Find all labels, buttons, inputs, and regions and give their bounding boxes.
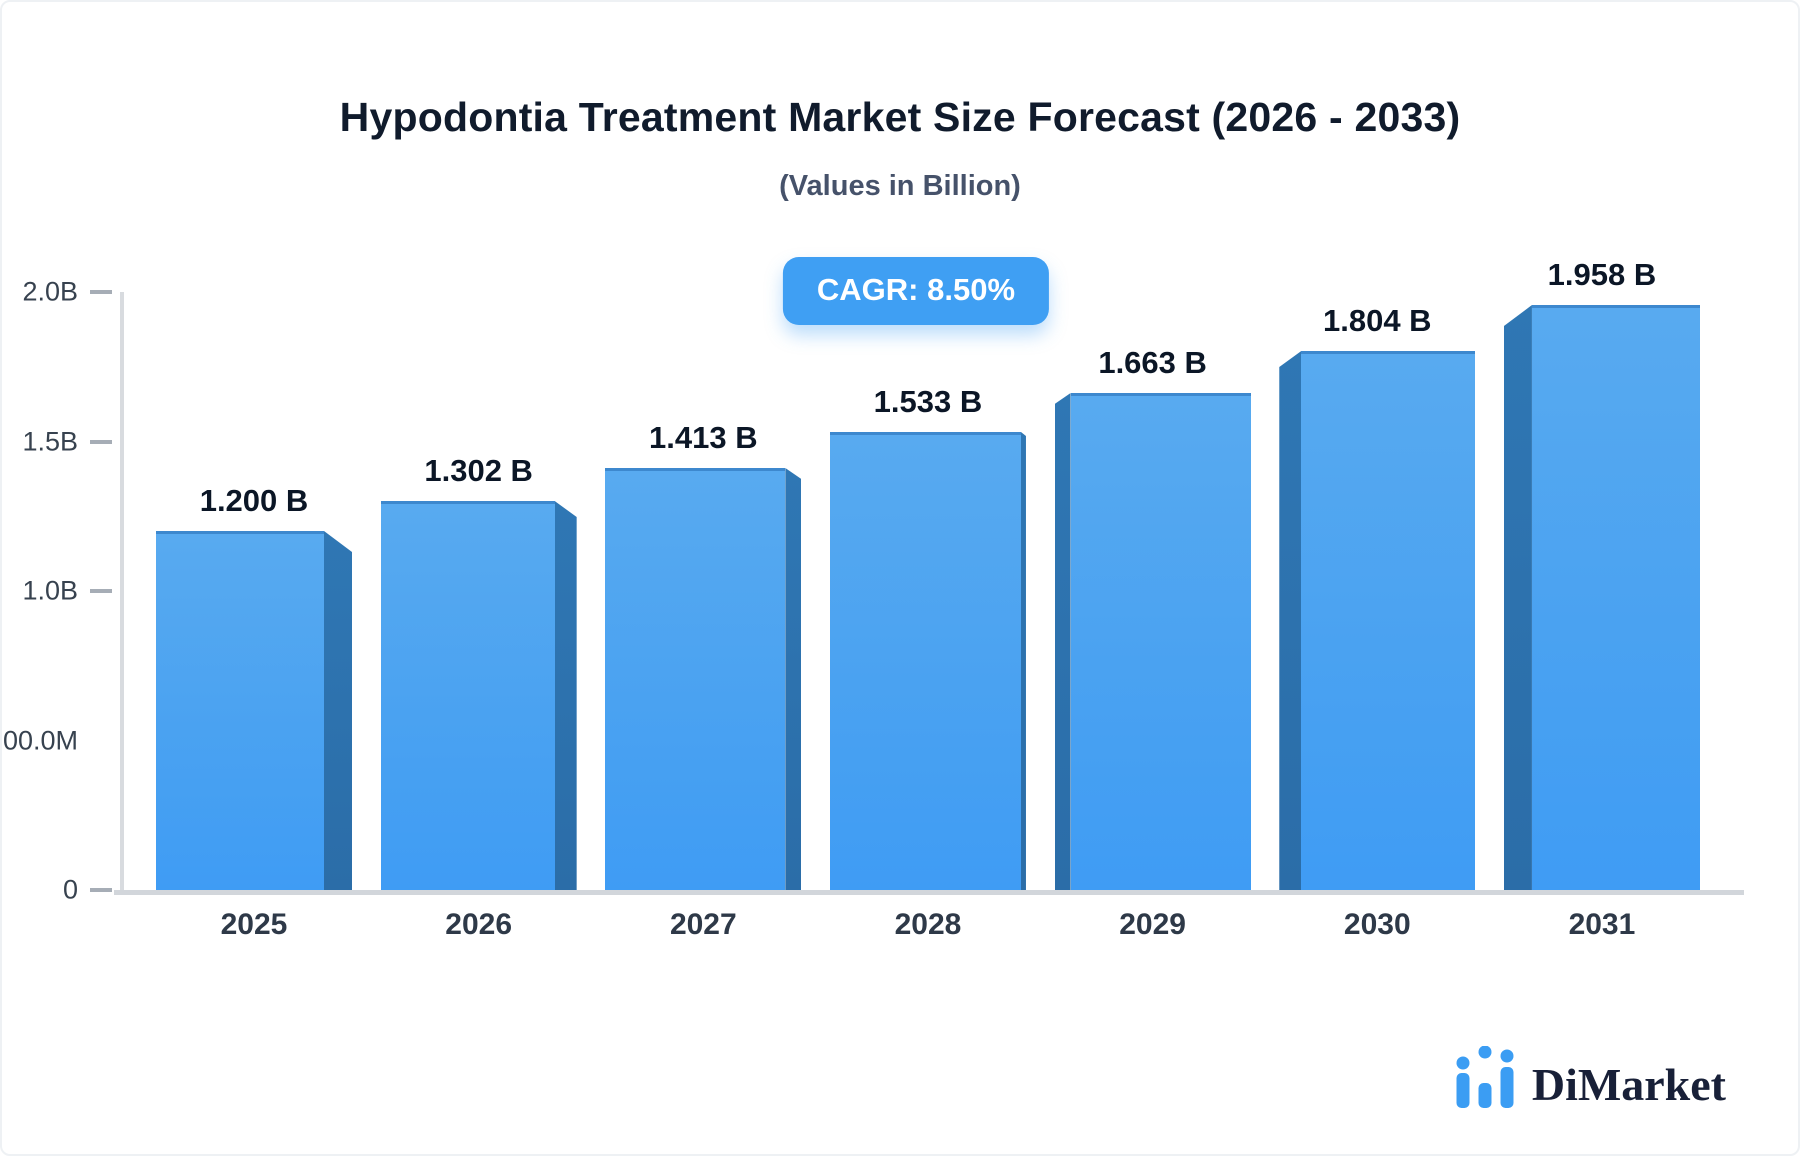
y-axis-tick	[90, 290, 112, 294]
bar-face	[1070, 393, 1251, 890]
bar-side-face	[554, 501, 577, 890]
x-axis-label: 2028	[894, 908, 962, 941]
y-axis-tick	[90, 589, 112, 593]
bar-chart-icon	[1454, 1045, 1518, 1108]
bar-2030[interactable]: 1.804 B 2030	[1279, 303, 1476, 941]
chart-subtitle: (Values in Billion)	[779, 170, 1021, 202]
y-axis-tick-label: 500.0M	[2, 725, 78, 756]
x-axis-label: 2027	[669, 908, 737, 941]
bar-side-face	[1020, 432, 1026, 890]
bar-face	[829, 432, 1021, 890]
x-axis-line	[114, 890, 1744, 895]
bar-2028[interactable]: 1.533 B 2028	[829, 384, 1026, 941]
dimarket-logo[interactable]: DiMarket	[1454, 1045, 1726, 1110]
logo-text: DiMarket	[1531, 1059, 1726, 1110]
bar-side-face	[324, 531, 352, 890]
bar-value-label: 1.413 B	[649, 420, 758, 455]
bar-2025[interactable]: 1.200 B 2025	[156, 483, 352, 941]
bar-value-label: 1.804 B	[1322, 303, 1432, 338]
cagr-badge: CAGR: 8.50%	[782, 257, 1050, 325]
bar-side-face	[785, 468, 802, 890]
chart-title: Hypodontia Treatment Market Size Forecas…	[339, 94, 1461, 140]
bar-face	[156, 531, 324, 890]
x-axis-label: 2029	[1119, 908, 1186, 941]
bar-2029[interactable]: 1.663 B 2029	[1054, 345, 1251, 941]
x-axis-label: 2030	[1343, 908, 1411, 941]
bar-value-label: 1.200 B	[199, 483, 309, 518]
bar-value-label: 1.302 B	[424, 453, 533, 488]
y-axis-tick-label: 0	[62, 874, 78, 905]
bar-side-face	[1279, 351, 1302, 890]
y-axis-tick	[90, 888, 112, 892]
x-axis-label: 2025	[220, 908, 288, 941]
y-axis-tick-label: 1.0B	[22, 575, 78, 606]
y-axis-tick-label: 2.0B	[22, 276, 78, 307]
x-axis-label: 2026	[445, 908, 513, 941]
y-axis-tick-label: 1.5B	[22, 426, 78, 457]
bar-side-face	[1503, 305, 1532, 890]
bar-2027[interactable]: 1.413 B 2027	[605, 420, 802, 941]
bar-face	[380, 501, 555, 890]
bar-face	[605, 468, 786, 890]
bar-side-face	[1054, 393, 1071, 890]
bar-face	[1301, 351, 1476, 890]
bar-value-label: 1.958 B	[1547, 257, 1657, 292]
bar-2031[interactable]: 1.958 B 2031	[1503, 257, 1700, 941]
x-axis-label: 2031	[1568, 908, 1636, 941]
bar-value-label: 1.663 B	[1098, 345, 1207, 380]
plot-area: 2.0B 1.5B 1.0B 500.0M 0 1.200 B 2025 1.302 B 20…	[2, 257, 1744, 941]
bars-container: 1.200 B 2025 1.302 B 2026 1.413 B 2027 1.533 B…	[156, 257, 1700, 941]
y-axis-tick	[90, 440, 112, 444]
bar-value-label: 1.533 B	[873, 384, 983, 419]
bar-2026[interactable]: 1.302 B 2026	[380, 453, 577, 941]
bar-face	[1531, 305, 1700, 890]
